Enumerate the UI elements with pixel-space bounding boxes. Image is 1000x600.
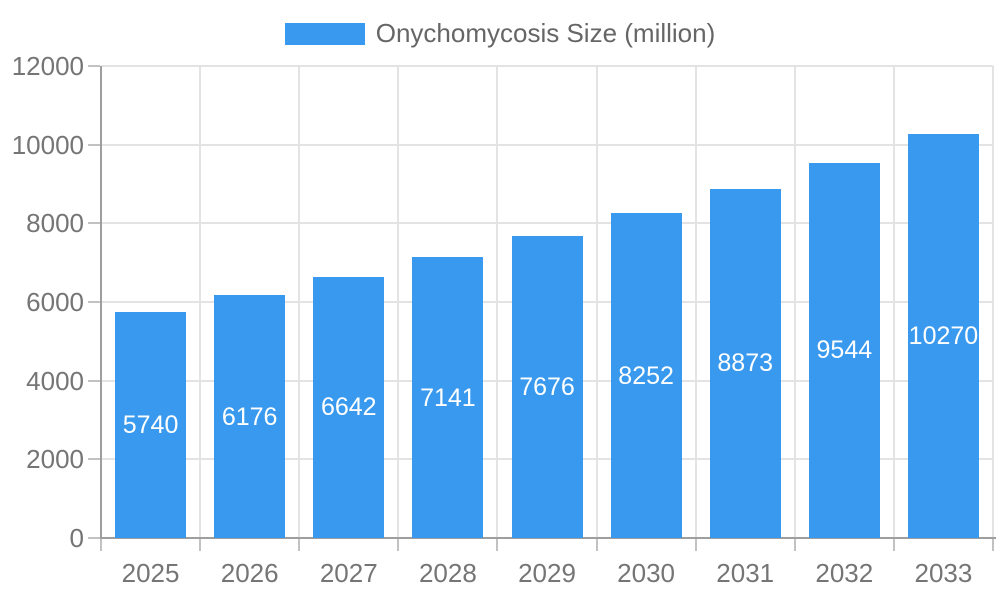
x-tick-label: 2031 xyxy=(716,558,775,588)
x-axis-tick xyxy=(100,538,102,551)
y-axis-tick xyxy=(88,301,100,303)
x-axis-tick xyxy=(694,538,697,551)
x-tick-label: 2030 xyxy=(617,558,676,588)
y-gridline xyxy=(101,143,993,146)
bar-value-label: 5740 xyxy=(122,411,179,440)
y-tick-label: 8000 xyxy=(26,208,84,239)
bar-value-label: 8873 xyxy=(717,349,774,378)
bar[interactable] xyxy=(907,134,979,538)
y-tick-label: 0 xyxy=(69,523,84,553)
y-tick-label: 10000 xyxy=(11,129,84,160)
x-tick-label: 2027 xyxy=(319,558,378,588)
y-tick-label: 6000 xyxy=(26,287,84,317)
x-gridline xyxy=(397,66,400,538)
x-axis-tick xyxy=(793,538,796,551)
x-gridline xyxy=(992,66,994,538)
bar-value-label: 8252 xyxy=(618,361,674,390)
y-axis-tick xyxy=(88,222,100,225)
bar-value-label: 6642 xyxy=(320,393,377,422)
x-tick-label: 2025 xyxy=(121,558,180,588)
y-axis-tick xyxy=(88,458,100,461)
bar[interactable] xyxy=(511,236,583,538)
x-gridline xyxy=(793,66,796,538)
y-axis-tick xyxy=(88,143,100,146)
bar-value-label: 7676 xyxy=(519,373,575,402)
x-gridline xyxy=(694,66,697,538)
x-gridline xyxy=(199,66,202,538)
bar[interactable] xyxy=(313,276,385,538)
x-axis-tick xyxy=(892,538,895,551)
x-axis-tick xyxy=(199,538,202,551)
legend-swatch-icon xyxy=(284,22,365,45)
x-gridline xyxy=(595,66,598,538)
y-tick-label: 4000 xyxy=(26,365,84,396)
bar[interactable] xyxy=(808,162,880,538)
x-tick-label: 2029 xyxy=(518,558,576,588)
y-tick-label: 2000 xyxy=(26,444,84,475)
bar-value-label: 6176 xyxy=(221,402,278,431)
x-gridline xyxy=(496,66,499,538)
y-gridline xyxy=(101,222,993,225)
bar-value-label: 9544 xyxy=(816,336,873,365)
x-axis-line xyxy=(100,537,996,539)
y-gridline xyxy=(101,65,993,67)
x-axis-tick xyxy=(496,538,499,551)
bar[interactable] xyxy=(610,213,682,538)
x-tick-label: 2033 xyxy=(914,558,973,588)
bar-value-label: 7141 xyxy=(420,383,476,412)
x-axis-tick xyxy=(992,538,994,551)
bar[interactable] xyxy=(412,257,484,538)
bar[interactable] xyxy=(214,295,286,538)
legend-label: Onychomycosis Size (million) xyxy=(375,18,716,48)
bar[interactable] xyxy=(709,189,781,538)
y-axis-tick xyxy=(88,537,100,539)
y-tick-label: 12000 xyxy=(11,51,84,81)
bar[interactable] xyxy=(115,312,187,538)
x-gridline xyxy=(892,66,895,538)
y-axis-tick xyxy=(88,379,100,382)
y-axis-tick xyxy=(88,65,100,67)
x-gridline xyxy=(298,66,301,538)
x-axis-tick xyxy=(595,538,598,551)
x-tick-label: 2032 xyxy=(815,558,874,588)
plot-area: 0 2000 4000 6000 8000 10000 12000 5740 2025 6176 2… xyxy=(12,52,996,587)
x-axis-tick xyxy=(397,538,400,551)
legend[interactable]: Onychomycosis Size (million) xyxy=(0,18,1000,49)
x-tick-label: 2028 xyxy=(418,558,477,588)
bar-value-label: 10270 xyxy=(908,322,979,351)
y-axis-line xyxy=(100,66,102,538)
x-tick-label: 2026 xyxy=(220,558,279,588)
x-axis-tick xyxy=(298,538,301,551)
